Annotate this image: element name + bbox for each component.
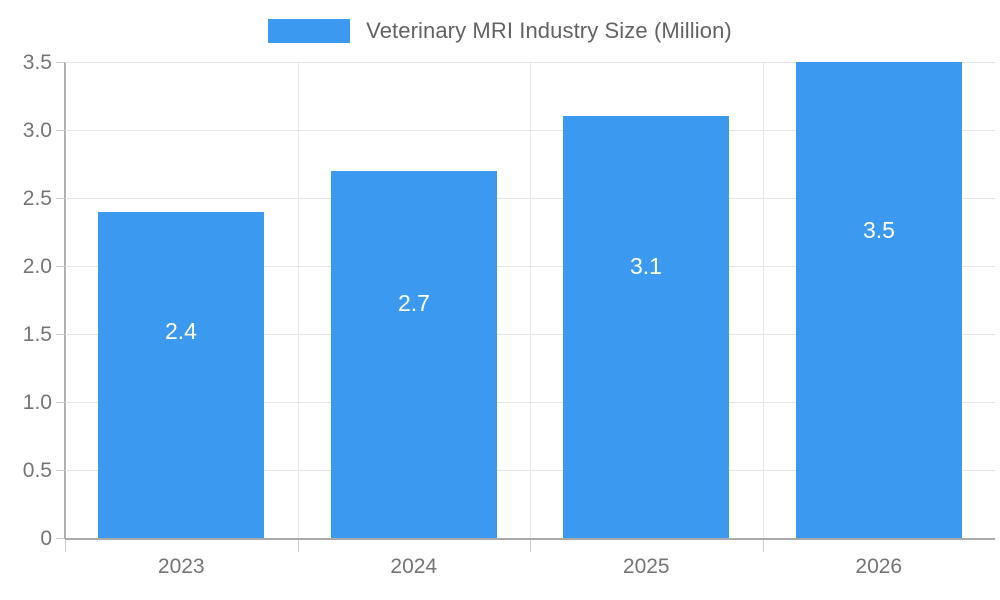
y-axis-tick-mark [56, 470, 64, 471]
bar-value-label: 2.4 [165, 318, 197, 344]
y-axis-tick-label: 1.0 [22, 391, 52, 414]
y-axis-tick-mark [56, 266, 64, 267]
bar-value-label: 2.7 [398, 290, 430, 316]
y-axis-tick-mark [56, 402, 64, 403]
y-axis-tick-mark [56, 538, 64, 539]
plot-area: 2.4 2.7 3.1 3.5 [65, 62, 995, 538]
y-axis-tick-mark [56, 198, 64, 199]
y-axis-tick-label: 0 [40, 527, 52, 550]
bar[interactable]: 3.5 [796, 62, 962, 538]
y-axis-tick-labels: 0 0.5 1.0 1.5 2.0 2.5 3.0 3.5 [0, 0, 64, 600]
x-axis-tick-mark [297, 540, 299, 552]
gridline-vertical [298, 62, 299, 538]
legend-color-swatch [268, 19, 351, 43]
y-axis-tick-mark [56, 62, 64, 63]
x-axis-tick-label: 2026 [855, 555, 903, 578]
y-axis-tick-mark [56, 130, 64, 131]
y-axis-line [64, 62, 66, 539]
x-axis-tick-mark [65, 540, 66, 552]
y-axis-tick-mark [56, 334, 64, 335]
y-axis-tick-label: 2.0 [22, 255, 52, 278]
bar-value-label: 3.1 [630, 253, 662, 279]
chart-legend: Veterinary MRI Industry Size (Million) [0, 14, 1000, 48]
x-axis-tick-label: 2023 [157, 555, 205, 578]
x-axis-tick-mark [762, 540, 764, 552]
x-axis-line [65, 538, 995, 540]
y-axis-tick-label: 1.5 [22, 323, 52, 346]
gridline-vertical [763, 62, 764, 538]
bar[interactable]: 2.7 [331, 171, 497, 538]
x-axis-tick-label: 2024 [390, 555, 438, 578]
bar-value-label: 3.5 [863, 217, 895, 243]
y-axis-tick-label: 2.5 [22, 187, 52, 210]
bar[interactable]: 2.4 [98, 212, 264, 538]
y-axis-tick-label: 3.0 [22, 119, 52, 142]
x-axis-tick-mark [530, 540, 531, 552]
x-axis-tick-label: 2025 [622, 555, 670, 578]
legend-label: Veterinary MRI Industry Size (Million) [366, 18, 732, 43]
y-axis-tick-label: 3.5 [22, 51, 52, 74]
y-axis-tick-label: 0.5 [22, 459, 52, 482]
bar[interactable]: 3.1 [563, 116, 729, 538]
gridline-vertical [530, 62, 531, 538]
